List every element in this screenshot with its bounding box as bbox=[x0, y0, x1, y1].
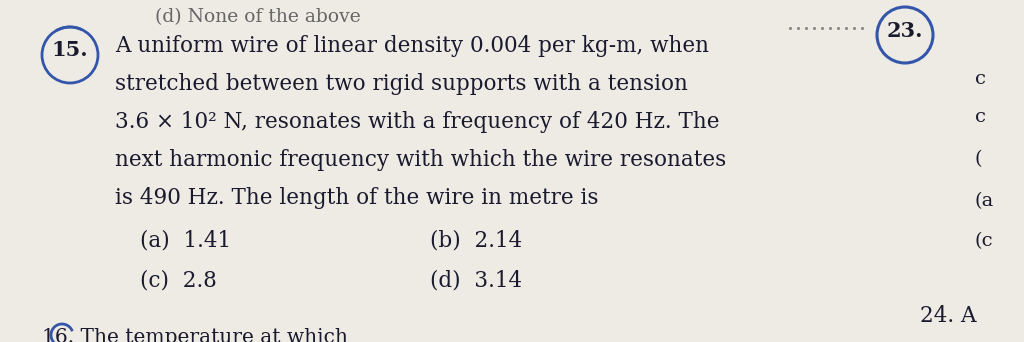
Text: 16. The temperature at which: 16. The temperature at which bbox=[42, 328, 348, 342]
Text: 23.: 23. bbox=[887, 21, 924, 41]
Text: c: c bbox=[975, 70, 986, 88]
Text: is 490 Hz. The length of the wire in metre is: is 490 Hz. The length of the wire in met… bbox=[115, 187, 598, 209]
Text: (c: (c bbox=[975, 232, 993, 250]
Text: c: c bbox=[975, 108, 986, 126]
Text: A uniform wire of linear density 0.004 per kg-m, when: A uniform wire of linear density 0.004 p… bbox=[115, 35, 709, 57]
Text: (d)  3.14: (d) 3.14 bbox=[430, 270, 522, 292]
Text: next harmonic frequency with which the wire resonates: next harmonic frequency with which the w… bbox=[115, 149, 726, 171]
Text: 24. A: 24. A bbox=[920, 305, 977, 327]
Text: (c)  2.8: (c) 2.8 bbox=[140, 270, 217, 292]
Text: (d) None of the above: (d) None of the above bbox=[155, 8, 360, 26]
Text: (a)  1.41: (a) 1.41 bbox=[140, 230, 231, 252]
Text: 3.6 × 10² N, resonates with a frequency of 420 Hz. The: 3.6 × 10² N, resonates with a frequency … bbox=[115, 111, 720, 133]
Text: (a: (a bbox=[975, 192, 994, 210]
Text: stretched between two rigid supports with a tension: stretched between two rigid supports wit… bbox=[115, 73, 688, 95]
Text: (b)  2.14: (b) 2.14 bbox=[430, 230, 522, 252]
Text: (: ( bbox=[975, 150, 983, 168]
Text: 15.: 15. bbox=[51, 40, 88, 60]
